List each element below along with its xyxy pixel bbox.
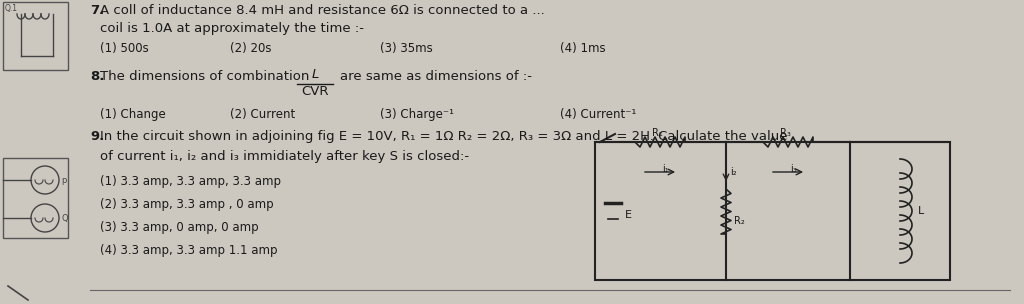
Text: 8.: 8. bbox=[90, 70, 104, 83]
Text: CVR: CVR bbox=[301, 85, 329, 98]
Text: (2) 20s: (2) 20s bbox=[230, 42, 271, 55]
Text: i₃: i₃ bbox=[790, 164, 797, 174]
Text: (1) Change: (1) Change bbox=[100, 108, 166, 121]
Text: are same as dimensions of :-: are same as dimensions of :- bbox=[340, 70, 532, 83]
Text: i₁: i₁ bbox=[662, 164, 669, 174]
Text: E: E bbox=[625, 210, 632, 220]
Text: of current i₁, i₂ and i₃ immidiately after key S is closed:-: of current i₁, i₂ and i₃ immidiately aft… bbox=[100, 150, 469, 163]
Text: (1) 500s: (1) 500s bbox=[100, 42, 148, 55]
Text: R₁: R₁ bbox=[652, 128, 663, 138]
Text: (1) 3.3 amp, 3.3 amp, 3.3 amp: (1) 3.3 amp, 3.3 amp, 3.3 amp bbox=[100, 175, 281, 188]
Text: Q: Q bbox=[61, 214, 68, 223]
Text: p: p bbox=[61, 176, 67, 185]
Text: A coll of inductance 8.4 mH and resistance 6Ω is connected to a ...: A coll of inductance 8.4 mH and resistan… bbox=[100, 4, 545, 17]
Text: 9.: 9. bbox=[90, 130, 104, 143]
Text: (3) 3.3 amp, 0 amp, 0 amp: (3) 3.3 amp, 0 amp, 0 amp bbox=[100, 221, 259, 234]
Text: L: L bbox=[918, 206, 925, 216]
Text: (3) Charge⁻¹: (3) Charge⁻¹ bbox=[380, 108, 454, 121]
Text: L: L bbox=[311, 68, 318, 81]
Text: i₂: i₂ bbox=[730, 167, 736, 177]
Text: In the circuit shown in adjoining fig E = 10V, R₁ = 1Ω R₂ = 2Ω, R₃ = 3Ω and L = : In the circuit shown in adjoining fig E … bbox=[100, 130, 787, 143]
Text: The dimensions of combination: The dimensions of combination bbox=[100, 70, 309, 83]
Text: 7.: 7. bbox=[90, 4, 104, 17]
Text: R₃: R₃ bbox=[780, 128, 791, 138]
Text: coil is 1.0A at approximately the time :-: coil is 1.0A at approximately the time :… bbox=[100, 22, 364, 35]
Bar bbox=[3, 2, 68, 70]
Bar bbox=[595, 142, 950, 280]
Text: (4) 1ms: (4) 1ms bbox=[560, 42, 605, 55]
Text: (2) Current: (2) Current bbox=[230, 108, 295, 121]
Bar bbox=[3, 158, 68, 238]
Text: R₂: R₂ bbox=[734, 216, 744, 226]
Text: (4) 3.3 amp, 3.3 amp 1.1 amp: (4) 3.3 amp, 3.3 amp 1.1 amp bbox=[100, 244, 278, 257]
Text: (3) 35ms: (3) 35ms bbox=[380, 42, 433, 55]
Text: (4) Current⁻¹: (4) Current⁻¹ bbox=[560, 108, 636, 121]
Text: Q.1: Q.1 bbox=[5, 4, 18, 13]
Text: (2) 3.3 amp, 3.3 amp , 0 amp: (2) 3.3 amp, 3.3 amp , 0 amp bbox=[100, 198, 273, 211]
